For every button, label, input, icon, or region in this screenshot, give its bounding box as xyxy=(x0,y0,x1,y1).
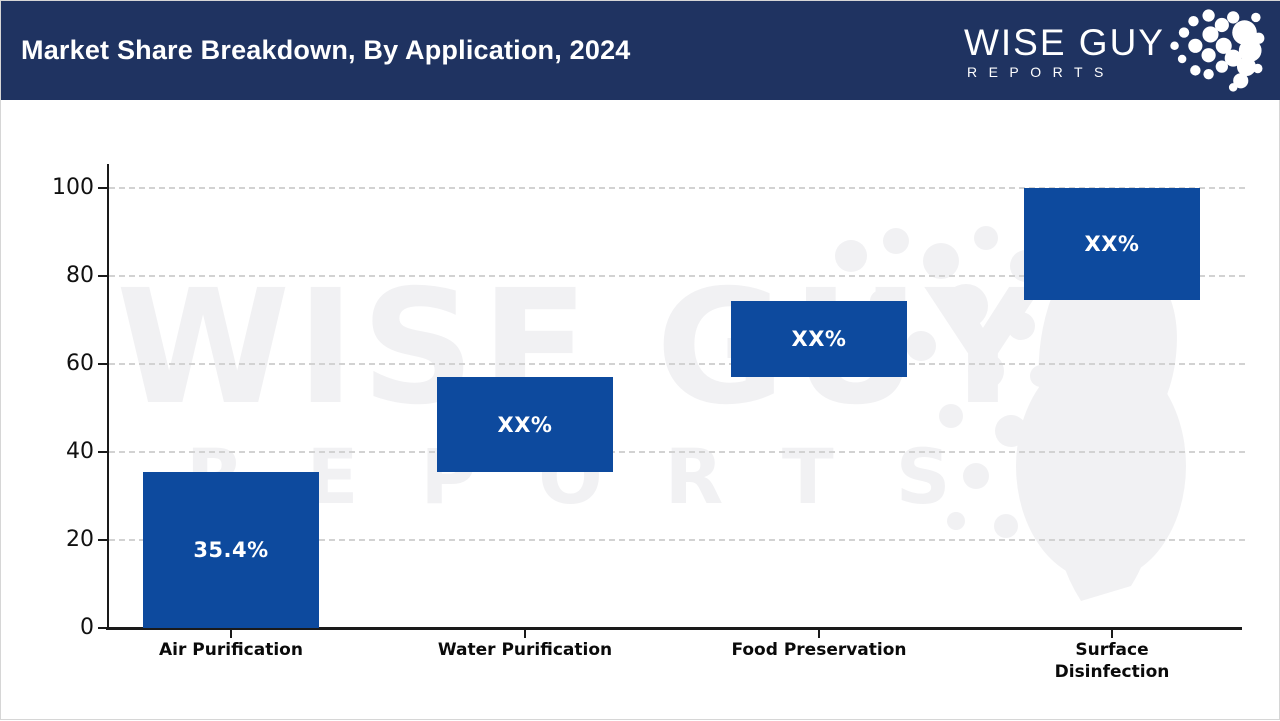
gridline-80 xyxy=(109,275,1245,277)
header-bar: Market Share Breakdown, By Application, … xyxy=(1,1,1280,100)
y-tick-mark-100 xyxy=(98,187,107,189)
logo-subtitle: REPORTS xyxy=(966,63,1115,80)
bar-3: XX% xyxy=(1024,188,1200,300)
y-tick-label-60: 60 xyxy=(66,351,94,376)
x-tick-label-2: Food Preservation xyxy=(731,640,907,660)
y-tick-label-80: 80 xyxy=(66,263,94,288)
gridline-20 xyxy=(109,539,1245,541)
bar-value-label: XX% xyxy=(791,327,847,352)
watermark-face-dots-icon xyxy=(835,226,1186,601)
logo-face-dots-icon xyxy=(1170,9,1265,92)
x-tick-mark-2 xyxy=(818,630,820,638)
y-tick-mark-40 xyxy=(98,451,107,453)
x-tick-label-3: Surface Disinfection xyxy=(1054,640,1170,683)
x-tick-mark-0 xyxy=(230,630,232,638)
y-axis-line xyxy=(107,164,109,629)
gridline-60 xyxy=(109,363,1245,365)
logo-wordmark: WISE GUY xyxy=(963,21,1165,63)
y-tick-label-40: 40 xyxy=(66,439,94,464)
bar-value-label: XX% xyxy=(497,412,553,437)
gridline-100 xyxy=(109,187,1245,189)
bar-value-label: XX% xyxy=(1084,231,1140,256)
bar-1: XX% xyxy=(437,377,613,473)
page-title: Market Share Breakdown, By Application, … xyxy=(21,35,631,65)
y-tick-label-0: 0 xyxy=(80,615,94,640)
bar-value-label: 35.4% xyxy=(193,538,269,563)
y-tick-mark-80 xyxy=(98,275,107,277)
x-tick-mark-3 xyxy=(1111,630,1113,638)
y-tick-label-20: 20 xyxy=(66,527,94,552)
gridline-40 xyxy=(109,451,1245,453)
x-tick-label-0: Air Purification xyxy=(159,640,303,660)
logo-text: WISE GUY REPORTS xyxy=(964,24,1165,79)
wise-guy-logo: WISE GUY REPORTS xyxy=(964,5,1271,97)
y-tick-label-100: 100 xyxy=(52,175,94,200)
y-tick-mark-0 xyxy=(98,627,107,629)
x-tick-mark-1 xyxy=(524,630,526,638)
bar-0: 35.4% xyxy=(143,472,319,628)
x-tick-label-1: Water Purification xyxy=(437,640,613,660)
bar-2: XX% xyxy=(731,301,907,378)
y-tick-mark-20 xyxy=(98,539,107,541)
x-axis-line xyxy=(106,627,1242,630)
y-tick-mark-60 xyxy=(98,363,107,365)
